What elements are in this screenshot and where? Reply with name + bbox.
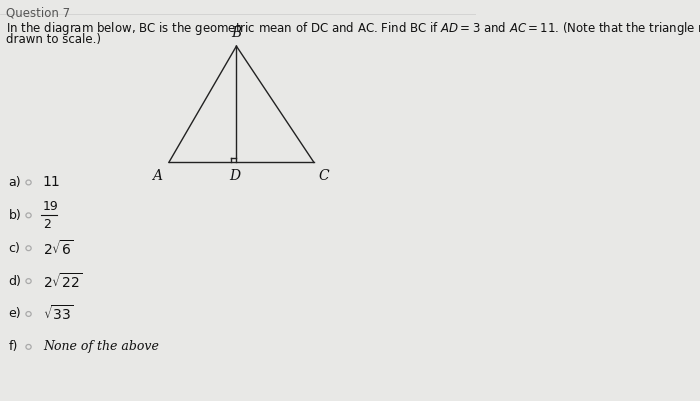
Text: Question 7: Question 7	[6, 6, 70, 19]
Text: d): d)	[8, 275, 22, 288]
Text: e): e)	[8, 308, 21, 320]
Text: 19: 19	[43, 200, 59, 213]
Text: In the diagram below, BC is the geometric mean of DC and AC. Find BC if $AD = 3$: In the diagram below, BC is the geometri…	[6, 20, 700, 37]
Text: None of the above: None of the above	[43, 340, 159, 353]
Text: C: C	[318, 169, 329, 183]
Text: $2\sqrt{22}$: $2\sqrt{22}$	[43, 271, 83, 291]
Text: B: B	[231, 26, 241, 40]
Text: b): b)	[8, 209, 21, 222]
Text: f): f)	[8, 340, 18, 353]
Text: c): c)	[8, 242, 20, 255]
Text: 11: 11	[43, 176, 61, 189]
Text: a): a)	[8, 176, 21, 189]
Text: $2\sqrt{6}$: $2\sqrt{6}$	[43, 239, 74, 258]
Text: drawn to scale.): drawn to scale.)	[6, 33, 101, 46]
Text: 2: 2	[43, 218, 50, 231]
Text: D: D	[229, 169, 240, 183]
Text: A: A	[152, 169, 162, 183]
Text: $\sqrt{33}$: $\sqrt{33}$	[43, 304, 74, 324]
